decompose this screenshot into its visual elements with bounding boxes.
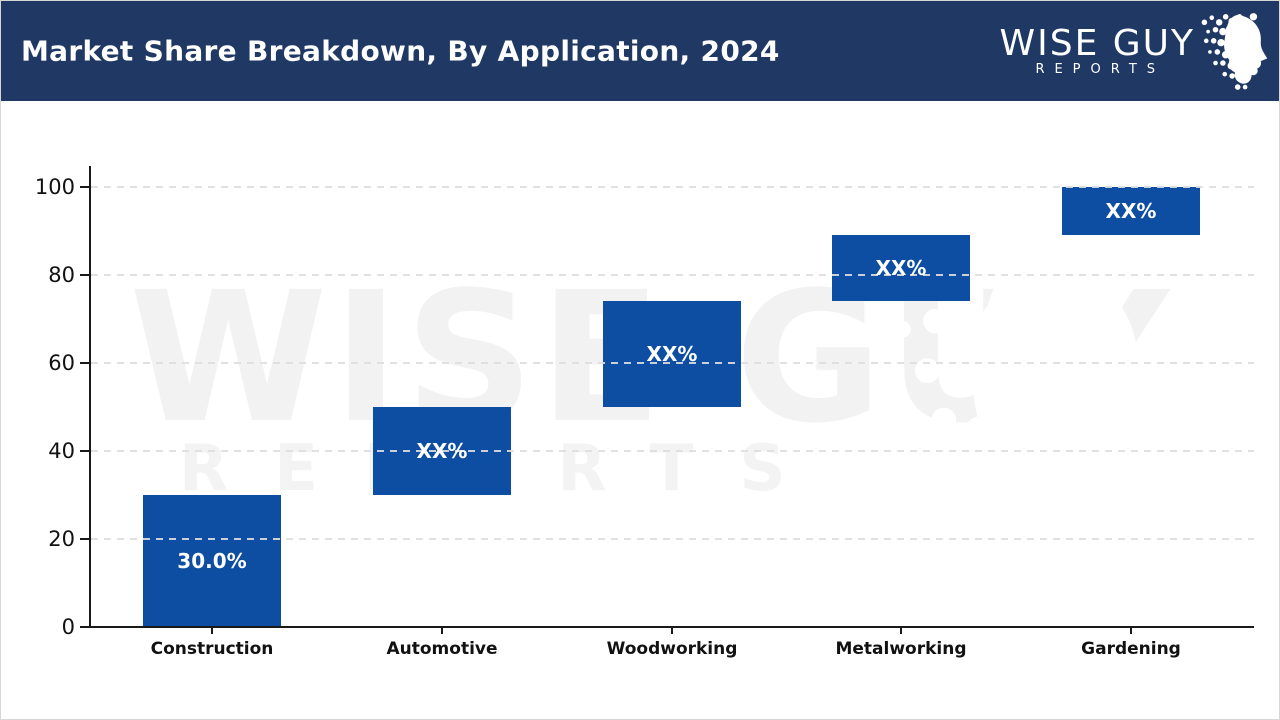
x-axis-label-automotive: Automotive [386, 639, 498, 659]
bar-value-label-gardening: XX% [1105, 199, 1157, 224]
bar-value-label-metalworking: XX% [875, 256, 927, 281]
bar-woodworking [603, 301, 741, 407]
logo-wordmark: WISE GUY [999, 22, 1195, 64]
y-axis-tick-label: 40 [48, 439, 75, 463]
x-axis-tick-woodworking [671, 628, 673, 634]
x-axis-tick-construction [211, 628, 213, 634]
bar-construction [143, 495, 281, 627]
x-axis-tick-automotive [441, 628, 443, 634]
gridline [91, 450, 1254, 452]
header-bar: Market Share Breakdown, By Application, … [1, 1, 1279, 101]
x-axis-label-metalworking: Metalworking [835, 639, 967, 659]
bar-gardening [1062, 187, 1200, 236]
y-axis-tick-label: 60 [48, 351, 75, 375]
x-axis-label-gardening: Gardening [1081, 639, 1181, 659]
x-axis-label-woodworking: Woodworking [606, 639, 738, 659]
y-axis-tick-label: 0 [61, 615, 75, 639]
y-axis-tick [80, 362, 89, 364]
y-axis-line [89, 166, 91, 627]
y-axis-tick [80, 626, 89, 628]
x-axis-tick-gardening [1130, 628, 1132, 634]
gridline [91, 362, 1254, 364]
x-axis-tick-metalworking [900, 628, 902, 634]
bar-metalworking [832, 235, 970, 302]
y-axis-tick-label: 80 [48, 263, 75, 287]
y-axis-tick-label: 100 [34, 175, 75, 199]
y-axis-tick [80, 538, 89, 540]
gridline [91, 274, 1254, 276]
x-axis-line [86, 626, 1254, 628]
x-axis-label-construction: Construction [150, 639, 274, 659]
bar-value-label-automotive: XX% [416, 439, 468, 463]
gridline [91, 186, 1254, 188]
logo-face-icon [1201, 13, 1268, 90]
chart-body: WISE GUY REPORTS 02040608010030.0%Constr… [1, 101, 1279, 719]
gridline [91, 538, 1254, 540]
wise-guy-logo: WISE GUY REPORTS [1000, 7, 1272, 95]
y-axis-tick [80, 450, 89, 452]
waterfall-chart: 0 20 40 60 80 100 30.0% Construction XX% Automoti… [1, 101, 1279, 719]
logo-text: WISE GUY REPORTS [999, 22, 1196, 78]
logo-subtext: REPORTS [1035, 62, 1166, 78]
y-axis-tick-label: 20 [48, 527, 75, 551]
y-axis-tick [80, 186, 89, 188]
chart-title: Market Share Breakdown, By Application, … [21, 34, 780, 68]
bar-value-label-woodworking: XX% [646, 342, 698, 367]
y-axis-tick [80, 274, 89, 276]
bar-value-label-construction: 30.0% [177, 549, 247, 573]
